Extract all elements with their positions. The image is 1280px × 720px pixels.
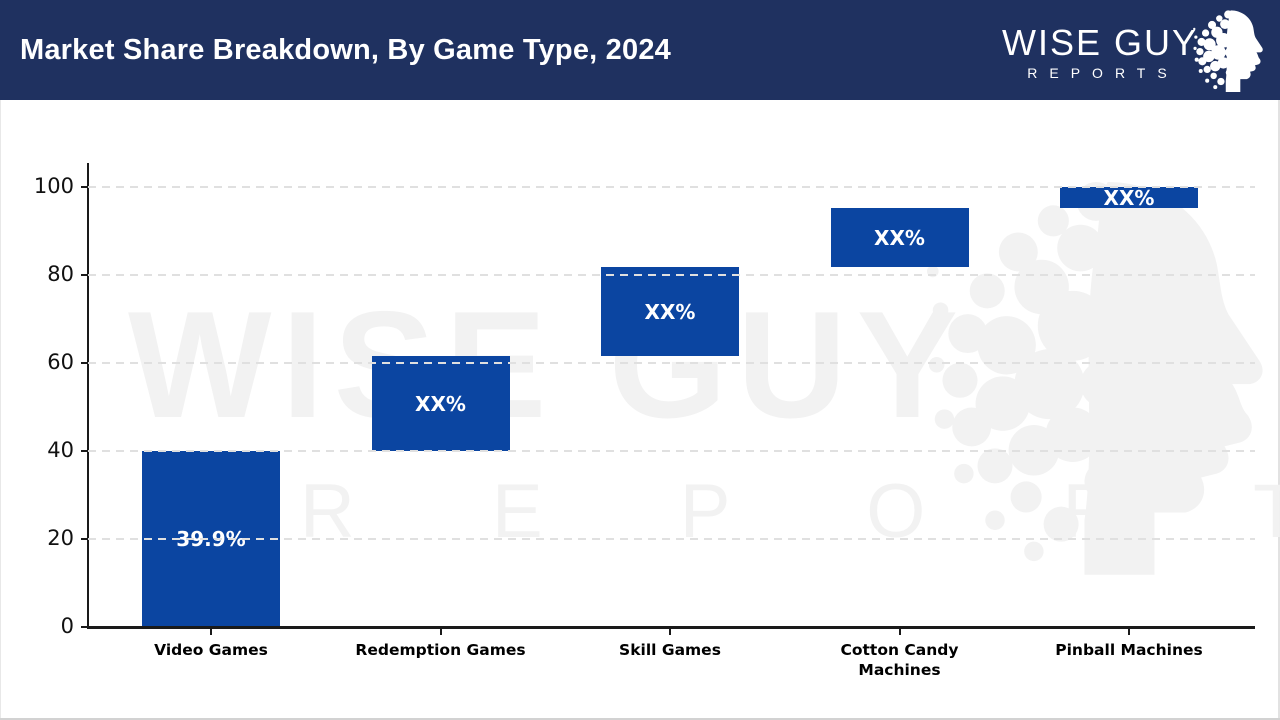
y-axis-tick [81, 626, 87, 628]
category-text: Cotton Candy Machines [840, 641, 959, 680]
x-axis-category-label: Skill Games [550, 640, 790, 660]
bar-skill-games: XX% [601, 267, 739, 356]
brand-wordmark: WISE GUY [1001, 22, 1198, 63]
y-axis-tick-label: 80 [47, 262, 74, 287]
header-banner: Market Share Breakdown, By Game Type, 20… [0, 0, 1280, 100]
category-text: Redemption Games [355, 641, 526, 659]
x-axis-category-label: Video Games [91, 640, 331, 660]
x-axis-tick [898, 628, 901, 635]
x-axis-category-label: Cotton Candy Machines [780, 640, 1020, 680]
bar-value-label: XX% [1103, 185, 1155, 210]
x-axis-tick [1128, 628, 1130, 635]
bar-value-label: XX% [415, 391, 466, 416]
y-axis-tick [81, 538, 87, 540]
y-axis-tick-label: 0 [60, 614, 74, 639]
y-axis-tick-label: 100 [33, 174, 74, 199]
y-axis-line [87, 163, 89, 629]
bar-redemption-games: XX% [371, 355, 510, 452]
x-axis-tick [669, 628, 671, 635]
gridline [88, 450, 1255, 452]
gridline [88, 538, 1255, 540]
x-axis-category-label: Redemption Games [321, 640, 561, 660]
y-axis-tick [81, 362, 87, 364]
y-axis-tick [81, 274, 87, 276]
y-axis-tick [81, 450, 87, 452]
gridline [88, 186, 1255, 188]
y-axis-tick [81, 186, 87, 188]
brand-subtext: REPORTS [1027, 65, 1179, 81]
bar-pinball-machines: XX% [1060, 185, 1198, 210]
category-text: Pinball Machines [1055, 641, 1203, 659]
x-axis-tick [439, 628, 442, 635]
x-axis-category-label: Pinball Machines [1009, 640, 1249, 660]
y-axis-tick-label: 40 [47, 438, 74, 463]
x-axis-line [87, 626, 1255, 629]
chart-title: Market Share Breakdown, By Game Type, 20… [20, 33, 671, 66]
y-axis-tick-label: 60 [47, 350, 74, 375]
gridline [88, 362, 1255, 364]
bar-value-label: XX% [874, 225, 925, 250]
brand-logo: WISE GUY REPORTS [1002, 8, 1266, 92]
category-text: Skill Games [619, 641, 721, 659]
x-axis-tick [210, 628, 212, 635]
category-text: Video Games [154, 641, 268, 659]
gridline [88, 274, 1255, 276]
bar-cotton-candy-machines: XX% [830, 208, 969, 268]
bar-value-label: XX% [644, 299, 696, 324]
y-axis-tick-label: 20 [47, 526, 74, 551]
